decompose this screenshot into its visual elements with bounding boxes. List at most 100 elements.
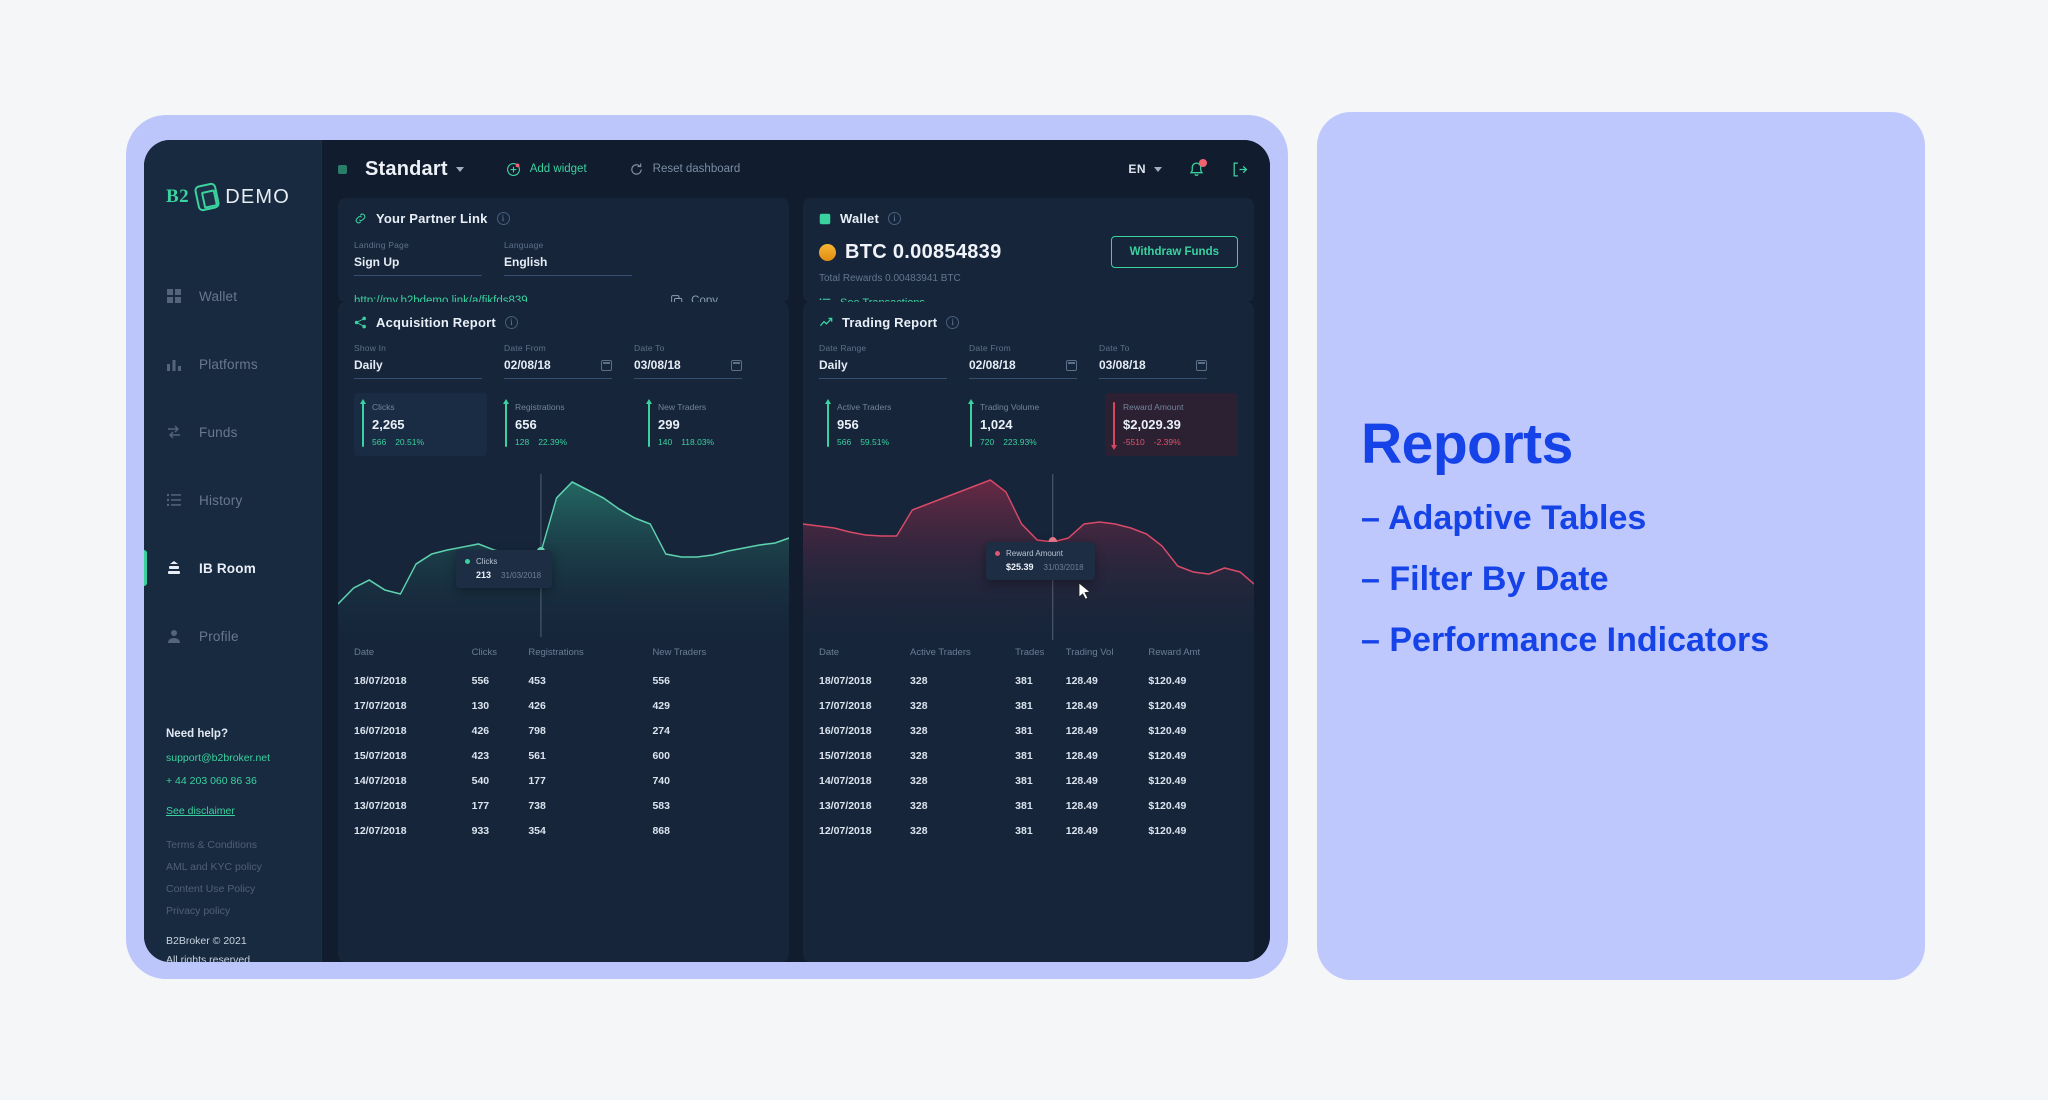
table-row[interactable]: 12/07/2018 933 354 868 — [354, 818, 773, 843]
kpi-delta: 566 59.51% — [837, 437, 891, 447]
acquisition-date-to-field[interactable]: Date To 03/08/18 — [634, 343, 742, 379]
collapse-sidebar-icon[interactable] — [338, 164, 347, 174]
trading-title: Trading Report — [842, 315, 938, 330]
partner-url-text[interactable]: http://my.b2bdemo.link/a/fjkfds839 — [354, 294, 528, 303]
info-icon[interactable]: i — [504, 316, 518, 329]
date-from-value-row: 02/08/18 — [504, 358, 612, 379]
acquisition-date-from-field[interactable]: Date From 02/08/18 — [504, 343, 612, 379]
column-header[interactable]: Clicks — [471, 647, 497, 658]
tooltip-series-name: Clicks — [476, 557, 498, 566]
legal-link-aml[interactable]: AML and KYC policy — [166, 861, 262, 873]
sidebar-item-label: History — [199, 492, 243, 508]
cell-trading-vol: 128.49 — [1065, 699, 1098, 712]
kpi-value: $2,029.39 — [1123, 417, 1181, 432]
trading-report-card: Trading Report i Date Range Daily — [803, 302, 1254, 962]
panel-bullet-list: – Adaptive Tables – Filter By Date – Per… — [1361, 499, 1925, 682]
landing-page-field[interactable]: Landing Page Sign Up — [354, 240, 482, 276]
column-header[interactable]: Registrations — [528, 647, 584, 658]
sidebar-item-history[interactable]: History — [144, 476, 321, 524]
column-header[interactable]: Active Traders — [910, 647, 971, 658]
support-phone-link[interactable]: + 44 203 060 86 36 — [166, 775, 257, 787]
cell-reward-amt: $120.49 — [1148, 824, 1187, 837]
brand-logo[interactable]: B2 DEMO — [144, 168, 321, 213]
trend-up-icon — [967, 399, 974, 447]
sidebar-item-profile[interactable]: Profile — [144, 612, 321, 660]
legal-links: Terms & Conditions AML and KYC policy Co… — [166, 839, 309, 917]
reset-dashboard-button[interactable]: Reset dashboard — [629, 162, 740, 177]
sidebar-item-funds[interactable]: Funds — [144, 408, 321, 456]
sidebar-item-label: Profile — [199, 628, 239, 644]
legal-link-privacy[interactable]: Privacy policy — [166, 905, 231, 917]
table-row[interactable]: 12/07/2018 328 381 128.49 $120.49 — [819, 818, 1238, 843]
cell-new-traders: 429 — [652, 699, 670, 712]
notifications-button[interactable] — [1188, 158, 1207, 178]
acquisition-filters: Show In Daily Date From 02/08/18 — [338, 330, 789, 379]
table-row[interactable]: 13/07/2018 328 381 128.49 $120.49 — [819, 793, 1238, 818]
trading-date-from-field[interactable]: Date From 02/08/18 — [969, 343, 1077, 379]
language-value-row: English — [504, 255, 632, 276]
kpi-delta: 140 118.03% — [658, 437, 714, 447]
kpi-delta-abs: 720 — [980, 437, 995, 447]
kpi-delta-pct: 22.39% — [538, 437, 568, 447]
calendar-icon[interactable] — [731, 359, 742, 371]
legal-link-terms[interactable]: Terms & Conditions — [166, 839, 258, 851]
cell-active-traders: 328 — [910, 774, 928, 787]
kpi-delta-abs: 128 — [515, 437, 530, 447]
column-header[interactable]: New Traders — [652, 647, 707, 658]
table-row[interactable]: 15/07/2018 328 381 128.49 $120.49 — [819, 743, 1238, 768]
calendar-icon[interactable] — [601, 359, 612, 371]
withdraw-funds-button[interactable]: Withdraw Funds — [1110, 236, 1238, 268]
kpi-delta-pct: -2.39% — [1153, 437, 1181, 447]
cell-clicks: 130 — [471, 699, 490, 712]
table-row[interactable]: 16/07/2018 426 798 274 — [354, 718, 773, 743]
cell-date: 15/07/2018 — [354, 749, 407, 762]
language-field[interactable]: Language English — [504, 240, 632, 276]
plus-circle-icon — [506, 162, 520, 176]
column-header[interactable]: Trading Vol — [1065, 647, 1114, 658]
refresh-icon — [630, 163, 642, 175]
calendar-icon[interactable] — [1196, 359, 1207, 371]
legal-link-content-use[interactable]: Content Use Policy — [166, 883, 256, 895]
trading-chart: Reward Amount $25.39 31/03/2018 — [803, 462, 1254, 647]
table-row[interactable]: 17/07/2018 130 426 429 — [354, 693, 773, 718]
support-email-link[interactable]: support@b2broker.net — [166, 752, 271, 764]
table-row[interactable]: 15/07/2018 423 561 600 — [354, 743, 773, 768]
column-header[interactable]: Date — [354, 647, 375, 658]
kpi-trading-volume: Trading Volume 1,024 720 223.93% — [962, 393, 1095, 456]
table-row[interactable]: 14/07/2018 328 381 128.49 $120.49 — [819, 768, 1238, 793]
table-row[interactable]: 18/07/2018 328 381 128.49 $120.49 — [819, 668, 1238, 693]
wallet-card: Wallet i BTC 0.00854839 Withdraw Funds T… — [803, 198, 1254, 302]
chevron-down-icon[interactable] — [1154, 166, 1162, 172]
info-icon[interactable]: i — [496, 212, 510, 225]
table-row[interactable]: 16/07/2018 328 381 128.49 $120.49 — [819, 718, 1238, 743]
table-row[interactable]: 18/07/2018 556 453 556 — [354, 668, 773, 693]
top-bar: Standart Add widget Reset dashboard EN — [322, 140, 1270, 198]
acquisition-show-in-field[interactable]: Show In Daily — [354, 343, 482, 379]
see-transactions-label: See Transactions — [840, 297, 925, 302]
device-frame: B2 DEMO Wallet Platforms Funds — [126, 115, 1288, 979]
trend-down-icon — [1110, 402, 1117, 450]
copy-link-button[interactable]: Copy — [670, 294, 718, 302]
add-widget-button[interactable]: Add widget — [506, 162, 587, 177]
sidebar-item-ib-room[interactable]: IB Room — [144, 544, 321, 592]
see-disclaimer-link[interactable]: See disclaimer — [166, 805, 235, 817]
trend-up-icon — [359, 399, 366, 447]
chevron-down-icon[interactable] — [455, 166, 464, 172]
column-header[interactable]: Trades — [1015, 647, 1045, 658]
table-row[interactable]: 13/07/2018 177 738 583 — [354, 793, 773, 818]
tooltip-body: 213 31/03/2018 — [465, 570, 541, 580]
calendar-icon[interactable] — [1066, 359, 1077, 371]
logout-button[interactable] — [1231, 161, 1248, 178]
column-header[interactable]: Reward Amt — [1148, 647, 1201, 658]
table-row[interactable]: 14/07/2018 540 177 740 — [354, 768, 773, 793]
language-selector[interactable]: EN — [1128, 162, 1146, 176]
sidebar-item-platforms[interactable]: Platforms — [144, 340, 321, 388]
sidebar-item-wallet[interactable]: Wallet — [144, 272, 321, 320]
see-transactions-button[interactable]: See Transactions — [803, 284, 1254, 302]
trading-date-range-field[interactable]: Date Range Daily — [819, 343, 947, 379]
table-row[interactable]: 17/07/2018 328 381 128.49 $120.49 — [819, 693, 1238, 718]
info-icon[interactable]: i — [888, 212, 902, 225]
info-icon[interactable]: i — [946, 316, 960, 329]
trading-date-to-field[interactable]: Date To 03/08/18 — [1099, 343, 1207, 379]
column-header[interactable]: Date — [819, 647, 840, 658]
